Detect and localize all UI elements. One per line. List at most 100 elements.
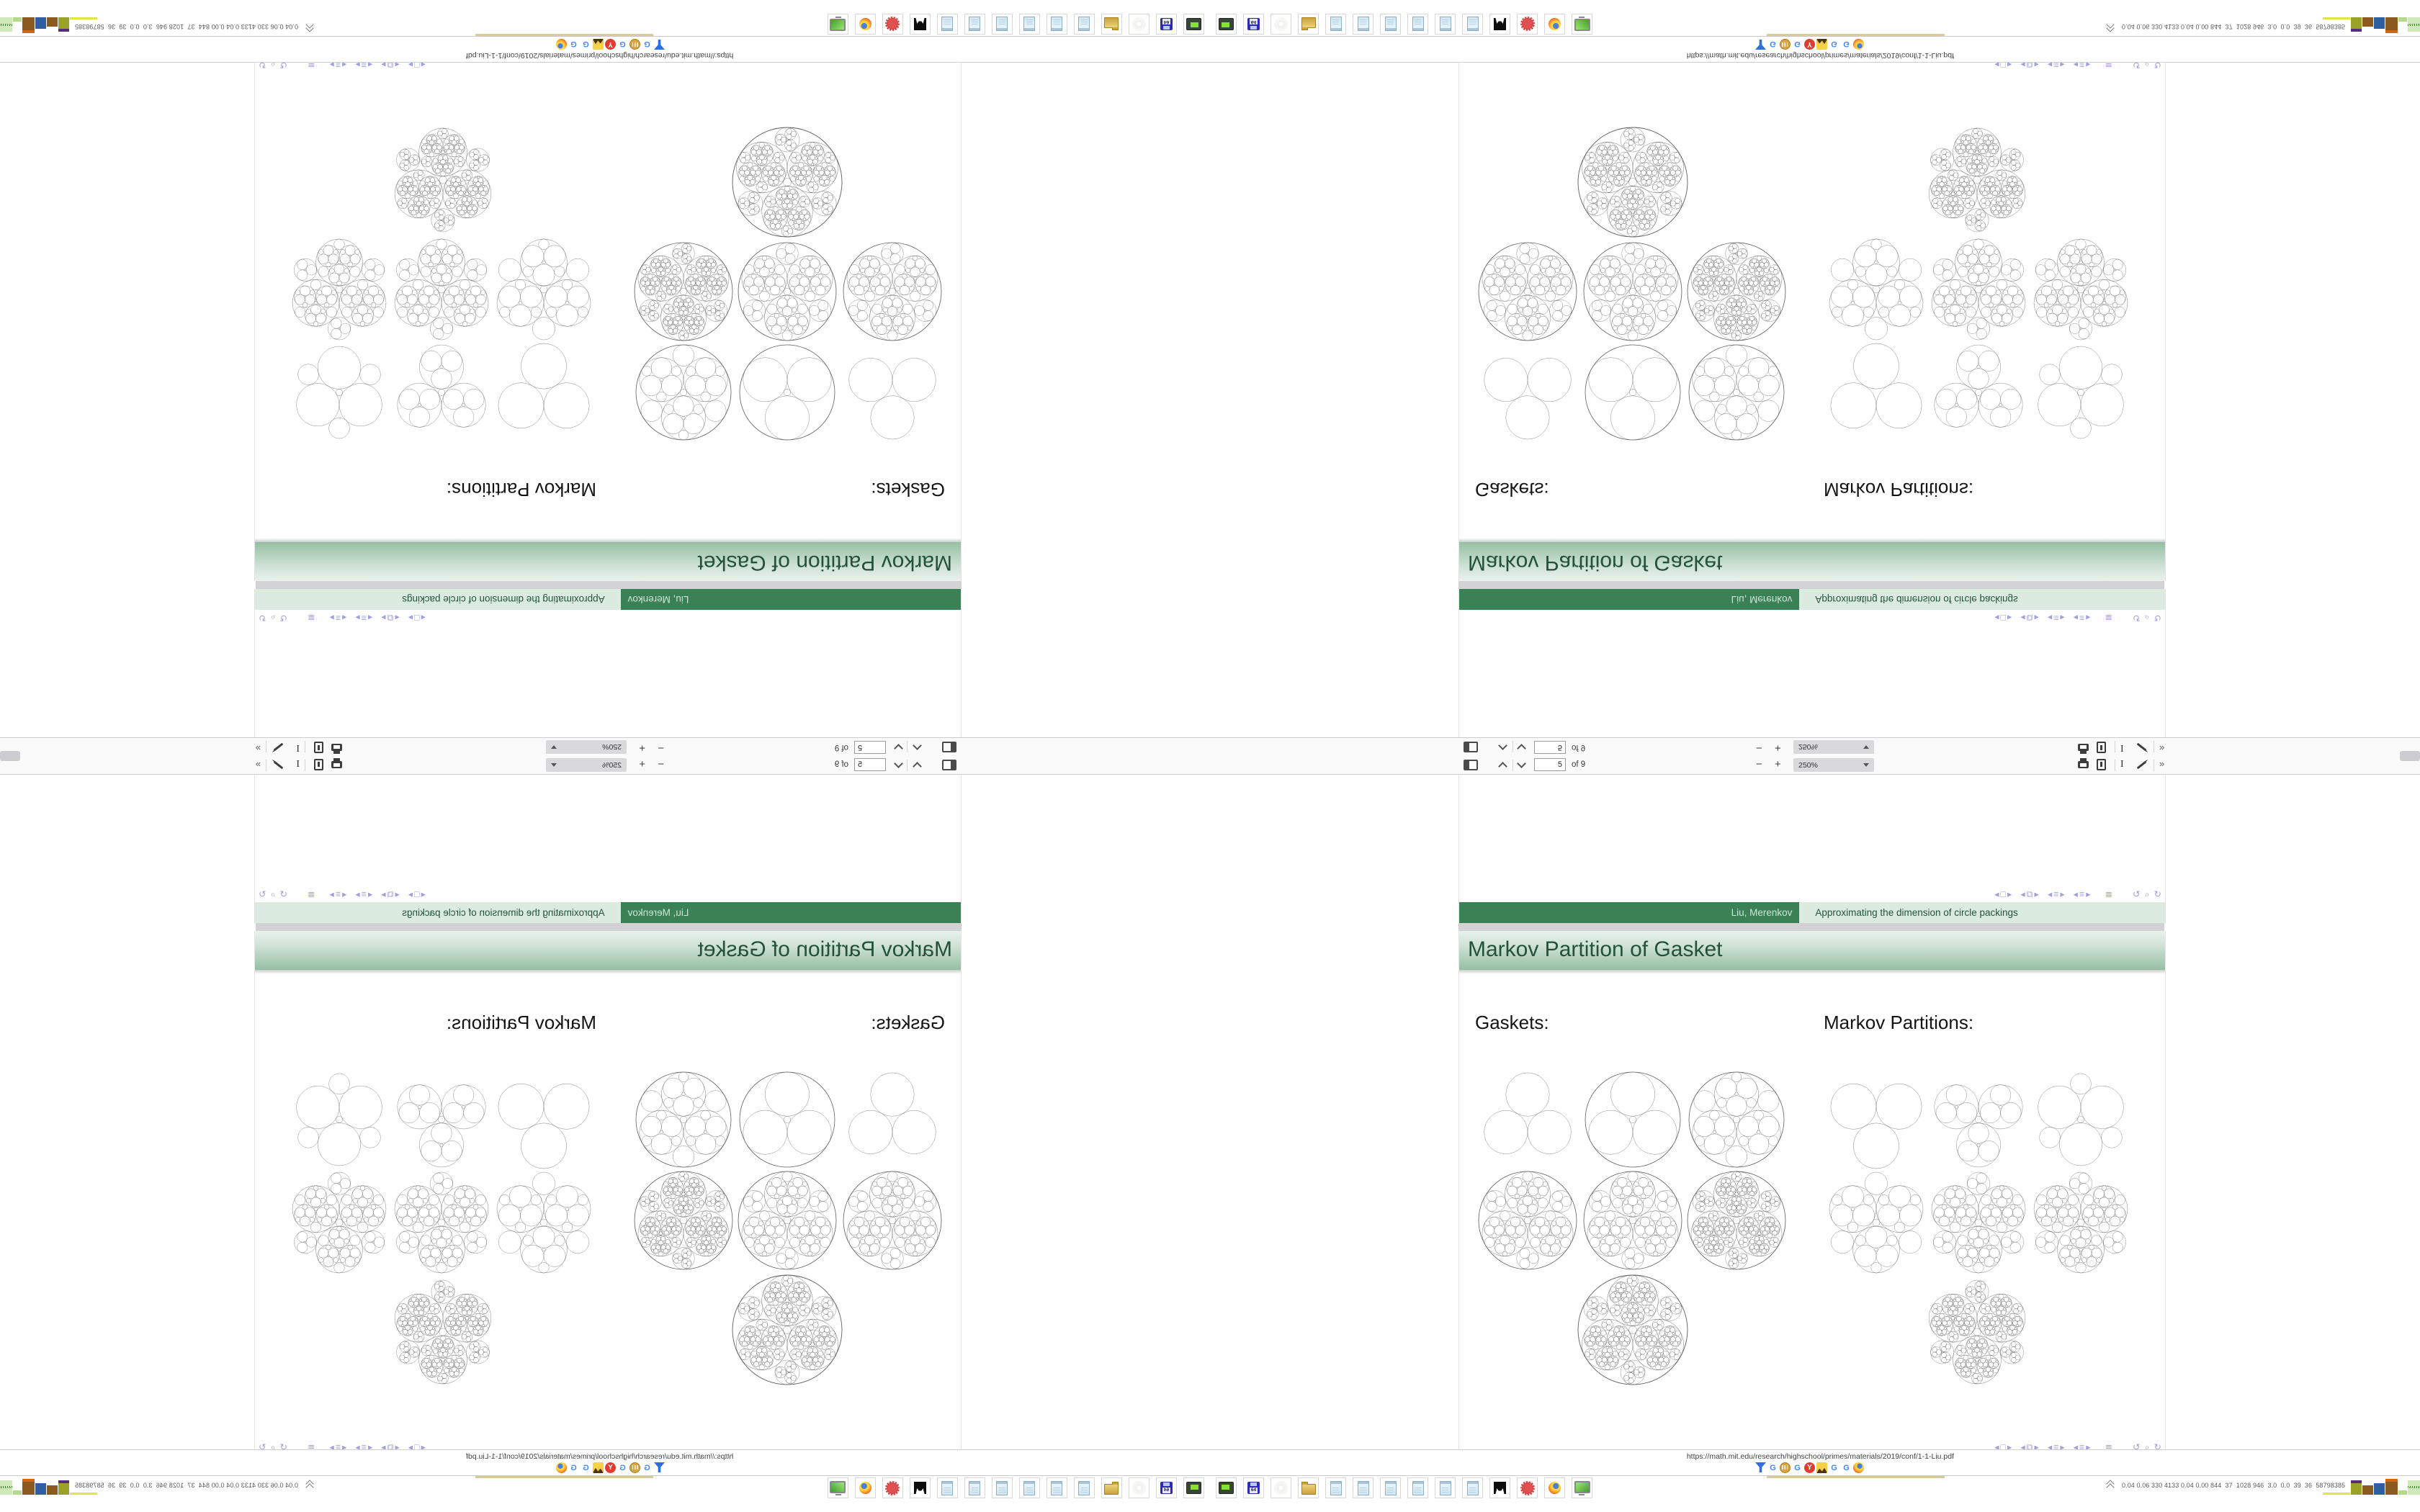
slide-back-icon[interactable]: ◂ xyxy=(421,889,426,899)
frame-back-icon[interactable]: ◂ xyxy=(2020,889,2025,899)
search-icon[interactable]: ⌕ xyxy=(2144,1442,2150,1452)
save-icon[interactable] xyxy=(2097,742,2106,753)
frame-icon[interactable]: ⧉ xyxy=(387,889,394,899)
launcher-emulator-device[interactable] xyxy=(1183,14,1204,35)
google-g-favicon[interactable]: G xyxy=(619,40,626,49)
launcher-notepad[interactable] xyxy=(1407,14,1428,35)
subsection-back-icon[interactable]: ◂ xyxy=(2047,613,2053,623)
save-icon[interactable] xyxy=(314,759,323,770)
launcher-cat-terminal[interactable] xyxy=(1489,14,1510,35)
section-icon[interactable]: ≡ xyxy=(2079,613,2085,623)
launcher-notepad[interactable] xyxy=(992,1477,1013,1498)
launcher-red-gear-settings[interactable] xyxy=(1517,1477,1538,1498)
google-g-favicon[interactable]: G xyxy=(570,40,577,49)
expander-icon[interactable] xyxy=(306,22,313,31)
google-g-favicon[interactable]: G xyxy=(1831,1463,1837,1472)
previous-page-button[interactable] xyxy=(1498,762,1507,771)
google-g-favicon[interactable]: G xyxy=(1831,40,1837,49)
sidebar-toggle-icon[interactable] xyxy=(1464,760,1478,770)
history-back-icon[interactable]: ↺ xyxy=(2133,889,2141,899)
frame-forward-icon[interactable]: ▸ xyxy=(381,613,386,623)
zoom-out-button[interactable]: − xyxy=(1756,742,1762,754)
launcher-notepad[interactable] xyxy=(1353,14,1373,35)
firefox-favicon[interactable] xyxy=(1853,1462,1864,1473)
red-y-badge-favicon[interactable]: Y xyxy=(605,1462,616,1473)
zoom-in-button[interactable]: + xyxy=(639,758,645,770)
frame-back-icon[interactable]: ◂ xyxy=(395,889,400,899)
launcher-red-gear-settings[interactable] xyxy=(882,1477,903,1498)
annotate-pencil-icon[interactable] xyxy=(2136,742,2147,752)
search-icon[interactable]: ⌕ xyxy=(2144,889,2150,899)
section-back-icon[interactable]: ◂ xyxy=(2073,613,2078,623)
gold-ring-favicon[interactable] xyxy=(1780,39,1791,50)
launcher-notepad[interactable] xyxy=(1462,1477,1483,1498)
next-page-button[interactable] xyxy=(1517,744,1526,753)
frame-forward-icon[interactable]: ▸ xyxy=(2034,889,2039,899)
section-icon[interactable]: ≡ xyxy=(335,889,341,899)
appendix-icon[interactable]: ≣ xyxy=(307,613,315,623)
launcher-firefox[interactable] xyxy=(855,14,876,35)
frame-icon[interactable]: ⧉ xyxy=(2026,889,2033,899)
history-back-icon[interactable]: ↺ xyxy=(2133,1442,2141,1452)
google-g-favicon[interactable]: G xyxy=(1843,40,1850,49)
slide-forward-icon[interactable]: ▸ xyxy=(408,889,413,899)
zoom-select[interactable]: 250% xyxy=(1793,758,1874,772)
history-forward-icon[interactable]: ↻ xyxy=(2154,889,2161,899)
print-icon[interactable] xyxy=(2078,744,2089,751)
launcher-notepad[interactable] xyxy=(1325,1477,1346,1498)
appendix-icon[interactable]: ≣ xyxy=(2105,889,2113,899)
launcher-disc[interactable] xyxy=(1270,14,1291,35)
launcher-notepad[interactable] xyxy=(1407,1477,1428,1498)
text-select-icon[interactable]: I xyxy=(2120,742,2124,753)
section-back-icon[interactable]: ◂ xyxy=(2073,889,2078,899)
text-select-icon[interactable]: I xyxy=(296,742,300,753)
launcher-floppy-64[interactable] xyxy=(1156,14,1177,35)
google-g-favicon[interactable]: G xyxy=(1794,1463,1801,1472)
launcher-notepad[interactable] xyxy=(1047,14,1067,35)
launcher-disc[interactable] xyxy=(1129,1477,1150,1498)
subsection-icon[interactable]: ≡ xyxy=(361,613,367,623)
launcher-notepad[interactable] xyxy=(964,1477,985,1498)
google-g-favicon[interactable]: G xyxy=(644,40,650,49)
zoom-in-button[interactable]: + xyxy=(1775,758,1781,770)
frame-icon[interactable]: ⧉ xyxy=(2026,613,2033,623)
launcher-row[interactable] xyxy=(828,14,1204,35)
photo-favicon[interactable] xyxy=(593,1462,604,1473)
zoom-out-button[interactable]: − xyxy=(658,742,664,754)
launcher-firefox[interactable] xyxy=(1544,1477,1565,1498)
sidebar-toggle-icon[interactable] xyxy=(1464,742,1478,752)
appendix-icon[interactable]: ≣ xyxy=(307,889,315,899)
launcher-disc[interactable] xyxy=(1129,14,1150,35)
subsection-back-icon[interactable]: ◂ xyxy=(2047,1442,2053,1452)
launcher-system-monitor[interactable] xyxy=(1572,1477,1592,1498)
photo-favicon[interactable] xyxy=(593,39,604,50)
history-back-icon[interactable]: ↺ xyxy=(279,889,287,899)
launcher-emulator-device[interactable] xyxy=(1216,14,1237,35)
launcher-notepad[interactable] xyxy=(937,14,958,35)
google-g-favicon[interactable]: G xyxy=(644,1463,650,1472)
launcher-red-gear-settings[interactable] xyxy=(1517,14,1538,35)
history-forward-icon[interactable]: ↻ xyxy=(2154,1442,2161,1452)
slide-forward-icon[interactable]: ▸ xyxy=(2007,1442,2012,1452)
launcher-cat-terminal[interactable] xyxy=(1489,1477,1510,1498)
section-back-icon[interactable]: ◂ xyxy=(2073,1442,2078,1452)
zoom-out-button[interactable]: − xyxy=(658,758,664,770)
blue-funnel-favicon[interactable] xyxy=(654,1462,665,1472)
previous-page-button[interactable] xyxy=(913,762,922,771)
pdf-viewer[interactable]: ◂ □ ▸ ◂ ⧉ ▸ ◂ ≡ ▸ ◂ ≡ ▸ ≣ ↺ ⌕ ↻ Liu, Merenkov Approxima… xyxy=(1210,52,2420,737)
sidebar-toggle-icon[interactable] xyxy=(942,742,956,752)
launcher-notepad[interactable] xyxy=(1047,1477,1067,1498)
launcher-notepad[interactable] xyxy=(1074,1477,1095,1498)
frame-icon[interactable]: ⧉ xyxy=(387,613,394,623)
overflow-menu-button[interactable]: » xyxy=(2159,743,2165,754)
text-select-icon[interactable]: I xyxy=(2120,759,2124,770)
photo-favicon[interactable] xyxy=(1816,1462,1827,1473)
save-icon[interactable] xyxy=(2097,759,2106,770)
launcher-notepad[interactable] xyxy=(937,1477,958,1498)
subsection-back-icon[interactable]: ◂ xyxy=(367,889,373,899)
sidebar-toggle-icon[interactable] xyxy=(942,760,956,770)
annotate-pencil-icon[interactable] xyxy=(273,760,284,770)
section-icon[interactable]: ≡ xyxy=(2079,889,2085,899)
slide-back-icon[interactable]: ◂ xyxy=(1994,889,1999,899)
